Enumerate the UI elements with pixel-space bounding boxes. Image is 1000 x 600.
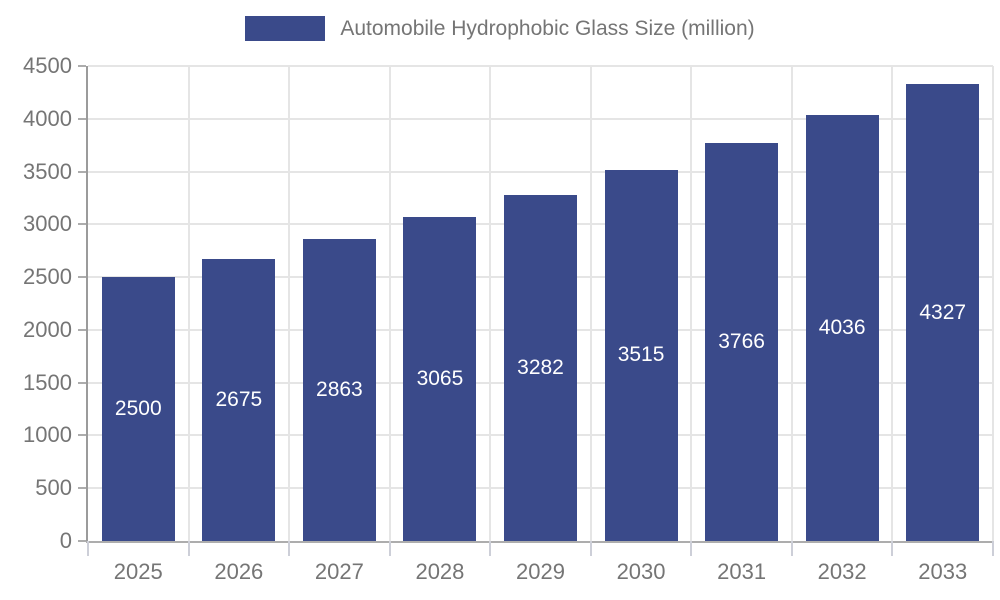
x-tick [891,541,894,556]
y-tick [78,381,86,384]
bar-2028: 3065 [403,217,477,541]
x-gridline [187,66,190,541]
y-gridline [88,65,993,67]
y-tick-label: 4000 [23,105,72,131]
bar-2025: 2500 [101,277,175,541]
x-gridline [288,66,291,541]
x-tick [992,541,994,556]
x-gridline [690,66,693,541]
y-tick-label: 3000 [23,211,72,237]
y-tick [78,540,86,542]
x-axis-line [86,541,993,543]
legend-label: Automobile Hydrophobic Glass Size (milli… [340,16,755,40]
bar-value-label: 2863 [316,377,363,401]
legend-swatch [245,16,326,41]
bar-2030: 3515 [604,169,678,541]
x-tick [187,541,190,556]
x-tick [489,541,492,556]
y-tick [78,276,86,279]
x-tick [690,541,693,556]
x-tick [589,541,592,556]
bar-2027: 2863 [302,238,376,541]
x-tick [288,541,291,556]
legend: Automobile Hydrophobic Glass Size (milli… [0,16,1000,41]
x-tick-label: 2030 [616,559,666,584]
x-gridline [891,66,894,541]
x-gridline [790,66,793,541]
y-tick [78,223,86,226]
y-tick [78,434,86,437]
y-tick [78,117,86,120]
x-gridline [992,66,994,541]
y-tick-label: 3500 [23,158,72,184]
y-gridline [88,170,993,173]
x-tick-label: 2031 [717,559,767,584]
y-gridline [88,117,993,120]
y-axis-line [86,66,88,541]
bar-value-label: 3065 [416,367,464,391]
y-tick-label: 1500 [23,369,72,395]
y-tick-label: 0 [59,528,72,553]
bar-2029: 3282 [504,194,577,541]
y-tick-label: 500 [35,475,72,501]
bar-value-label: 4327 [919,300,967,324]
bar-value-label: 3515 [617,343,665,367]
bar-value-label: 4036 [818,315,866,339]
x-tick [87,541,89,556]
x-gridline [388,66,391,541]
bar-value-label: 3282 [517,355,564,379]
y-tick-label: 4500 [23,53,72,78]
y-tick-label: 2000 [23,316,72,342]
bar-value-label: 3766 [718,330,765,354]
bar-2033: 4327 [906,84,980,541]
x-gridline [489,66,492,541]
x-tick-label: 2028 [415,559,465,584]
y-tick [78,65,86,67]
bar-2032: 4036 [805,114,879,541]
x-tick-label: 2025 [113,559,163,584]
bar-2031: 3766 [705,143,779,541]
x-tick-label: 2027 [314,559,364,584]
bar-value-label: 2500 [114,397,162,421]
y-tick-label: 1000 [23,422,72,448]
y-tick-label: 2500 [23,264,72,290]
x-tick-label: 2033 [918,559,968,584]
x-tick-label: 2029 [516,559,565,584]
x-gridline [589,66,592,541]
bar-2026: 2675 [202,258,276,541]
plot-area: 2500 2675 2863 3065 3282 3515 3766 4036 4327 [78,65,994,556]
x-tick [790,541,793,556]
x-tick-label: 2032 [817,559,867,584]
y-tick [78,487,86,490]
y-tick [78,170,86,173]
bar-value-label: 2675 [215,387,263,411]
y-tick [78,328,86,331]
x-tick [388,541,391,556]
x-tick-label: 2026 [214,559,264,584]
